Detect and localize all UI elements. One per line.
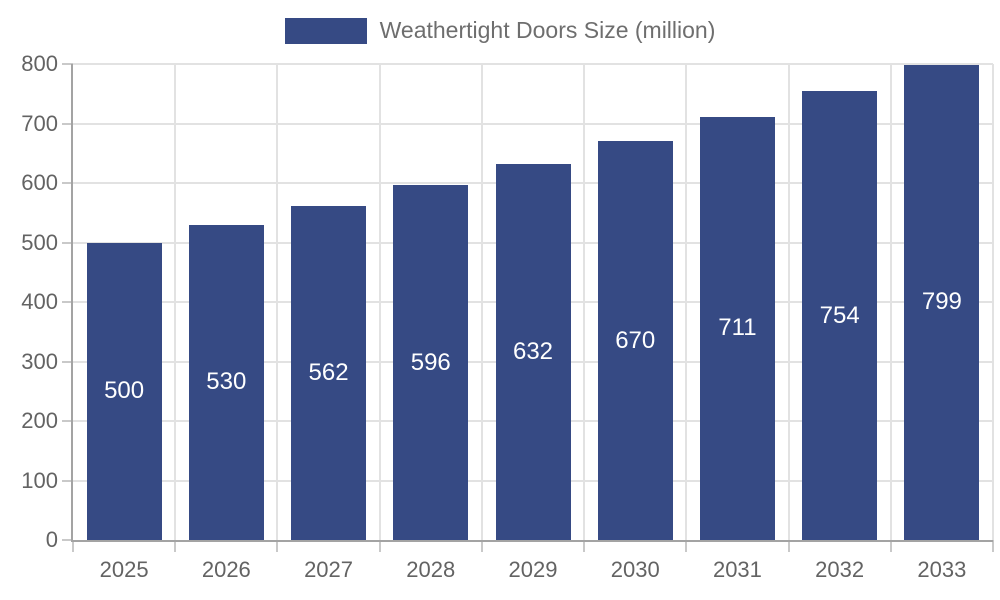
y-tick-mark (62, 301, 73, 303)
v-gridline (685, 64, 688, 540)
legend: Weathertight Doors Size (million) (0, 17, 1000, 44)
bar-value-label: 596 (410, 348, 451, 376)
x-tick-mark (787, 540, 790, 552)
x-tick-mark (992, 540, 994, 552)
y-tick-mark (62, 63, 73, 65)
v-gridline (787, 64, 790, 540)
v-gridline (378, 64, 381, 540)
bar-value-label: 632 (512, 337, 554, 365)
y-tick-mark (62, 420, 73, 422)
plot-area: 500 530 562 596 632 670 711 754 799 (73, 63, 994, 540)
y-tick-label: 500 (21, 229, 58, 255)
bar-2027: 562 (291, 205, 367, 540)
bar-2026: 530 (188, 224, 264, 540)
y-tick-label: 0 (45, 527, 58, 552)
y-axis-line (71, 64, 73, 540)
x-tick-label: 2032 (815, 557, 865, 582)
h-gridline (73, 122, 993, 125)
x-tick-mark (72, 540, 74, 552)
y-tick-mark (62, 539, 73, 541)
y-tick-label: 200 (21, 408, 58, 433)
x-tick-mark (889, 540, 892, 552)
bar-2028: 596 (393, 185, 469, 540)
x-tick-label: 2027 (304, 557, 354, 582)
y-tick-mark (62, 241, 73, 244)
bar-2033: 799 (904, 64, 980, 540)
x-axis-line (71, 540, 993, 542)
x-tick-mark (378, 540, 381, 552)
bar-value-label: 562 (308, 358, 349, 386)
v-gridline (583, 64, 586, 540)
bar-2032: 754 (802, 91, 878, 540)
x-tick-label: 2025 (99, 557, 149, 582)
y-tick-label: 700 (21, 110, 58, 136)
x-tick-label: 2029 (508, 557, 558, 582)
x-tick-mark (480, 540, 483, 552)
y-tick-label: 800 (21, 51, 58, 76)
y-tick-label: 400 (21, 289, 58, 314)
v-gridline (889, 64, 892, 540)
legend-label: Weathertight Doors Size (million) (379, 17, 716, 43)
y-tick-mark (62, 360, 73, 363)
bar-2030: 670 (597, 141, 673, 540)
x-tick-mark (583, 540, 586, 552)
y-tick-mark (62, 182, 73, 184)
x-tick-mark (174, 540, 177, 552)
bar-value-label: 530 (206, 368, 247, 396)
bar-value-label: 799 (921, 288, 962, 316)
x-tick-mark (276, 540, 279, 552)
y-tick-mark (62, 479, 73, 482)
bar-value-label: 500 (104, 377, 145, 405)
legend-swatch (284, 17, 367, 44)
bar-value-label: 711 (718, 314, 757, 342)
bar-value-label: 670 (615, 326, 656, 354)
y-tick-mark (62, 122, 73, 125)
x-tick-label: 2030 (610, 557, 660, 582)
x-tick-mark (685, 540, 688, 552)
x-tick-label: 2028 (406, 557, 456, 582)
v-gridline (276, 64, 279, 540)
x-tick-label: 2026 (201, 557, 251, 582)
y-tick-label: 300 (21, 348, 58, 374)
v-gridline (480, 64, 483, 540)
v-gridline (992, 64, 994, 540)
x-tick-label: 2031 (712, 557, 762, 582)
bar-2029: 632 (495, 163, 571, 540)
bar-2025: 500 (86, 242, 162, 540)
y-tick-label: 600 (21, 170, 58, 195)
bar-2031: 711 (699, 116, 775, 540)
v-gridline (174, 64, 177, 540)
y-tick-label: 100 (21, 467, 58, 493)
bar-value-label: 754 (819, 301, 860, 329)
h-gridline (73, 63, 993, 65)
x-tick-label: 2033 (917, 557, 967, 582)
